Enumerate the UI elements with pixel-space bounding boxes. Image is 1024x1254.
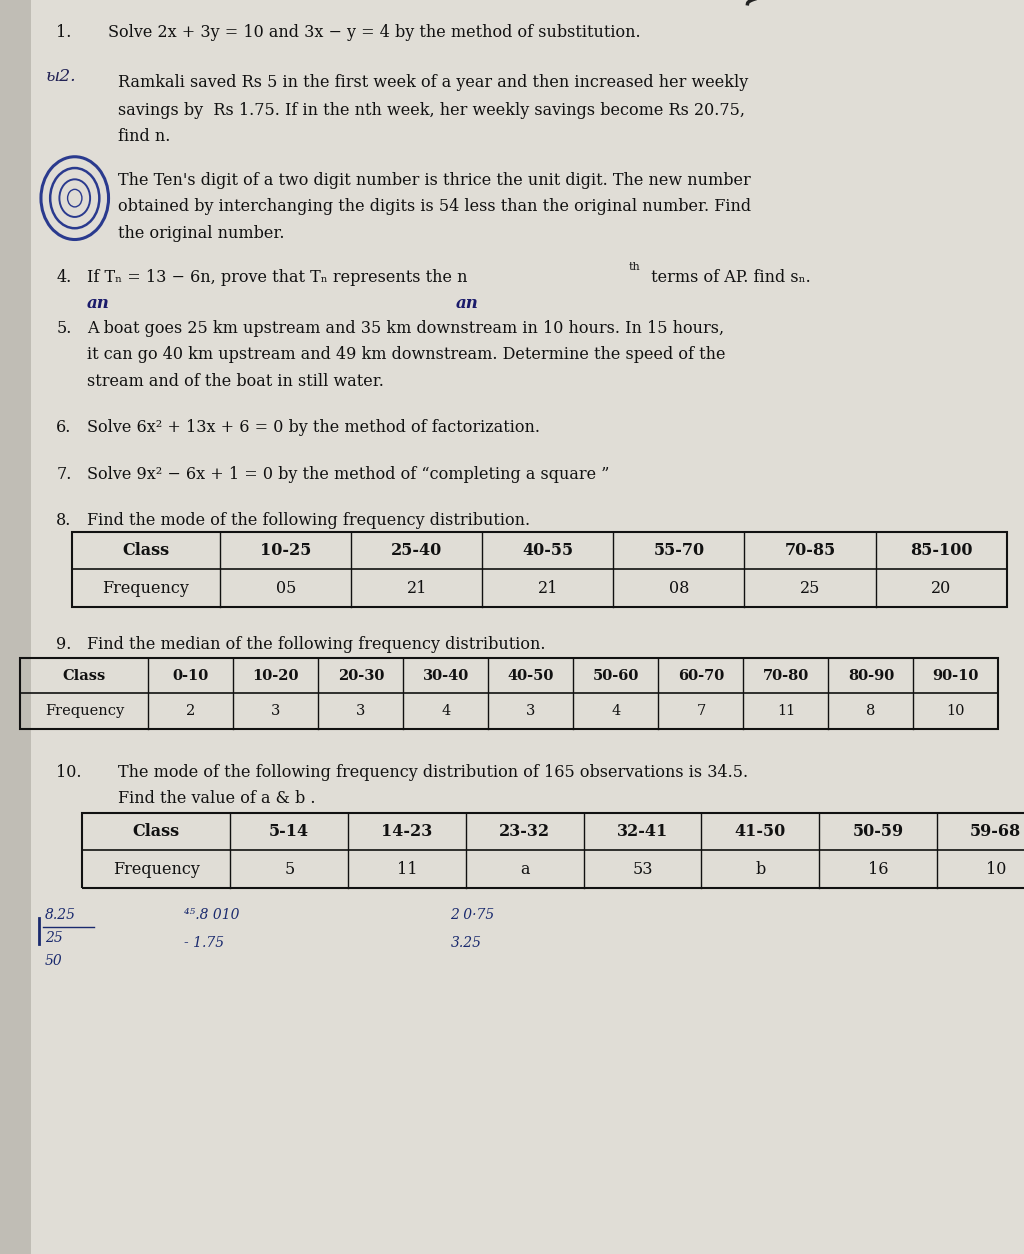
Text: 5.: 5.	[56, 320, 72, 337]
Text: it can go 40 km upstream and 49 km downstream. Determine the speed of the: it can go 40 km upstream and 49 km downs…	[87, 346, 726, 364]
Bar	[20, 658, 998, 729]
Text: Class: Class	[132, 823, 180, 840]
Text: Solve 2x + 3y = 10 and 3x − y = 4 by the method of substitution.: Solve 2x + 3y = 10 and 3x − y = 4 by the…	[108, 24, 640, 41]
Text: 20-30: 20-30	[338, 668, 384, 683]
Text: 90-10: 90-10	[933, 668, 979, 683]
Text: 3.25: 3.25	[451, 935, 481, 951]
Text: Frequency: Frequency	[45, 703, 124, 719]
Text: Class: Class	[62, 668, 106, 683]
Text: The mode of the following frequency distribution of 165 observations is 34.5.: The mode of the following frequency dist…	[118, 764, 748, 781]
Text: 4.: 4.	[56, 268, 72, 286]
Text: an: an	[87, 295, 110, 312]
Text: 32-41: 32-41	[616, 823, 669, 840]
Text: 7.: 7.	[56, 465, 72, 483]
Text: stream and of the boat in still water.: stream and of the boat in still water.	[87, 372, 384, 390]
Text: 08: 08	[669, 579, 689, 597]
Bar	[0, 0, 31, 1254]
Text: savings by  Rs 1.75. If in the nth week, her weekly savings become Rs 20.75,: savings by Rs 1.75. If in the nth week, …	[118, 102, 744, 119]
Text: terms of AP. find sₙ.: terms of AP. find sₙ.	[646, 268, 811, 286]
Text: 59-68: 59-68	[970, 823, 1022, 840]
Text: If Tₙ = 13 − 6n, prove that Tₙ represents the n: If Tₙ = 13 − 6n, prove that Tₙ represent…	[87, 268, 468, 286]
Text: Frequency: Frequency	[113, 860, 200, 878]
Text: 41-50: 41-50	[734, 823, 786, 840]
Text: ы2.: ы2.	[46, 68, 77, 85]
Text: 2: 2	[186, 703, 196, 719]
Text: 50-60: 50-60	[593, 668, 639, 683]
Text: A boat goes 25 km upstream and 35 km downstream in 10 hours. In 15 hours,: A boat goes 25 km upstream and 35 km dow…	[87, 320, 724, 337]
Text: 16: 16	[867, 860, 889, 878]
Text: the original number.: the original number.	[118, 224, 285, 242]
Text: 50-59: 50-59	[853, 823, 903, 840]
Text: Solve 6x² + 13x + 6 = 0 by the method of factorization.: Solve 6x² + 13x + 6 = 0 by the method of…	[87, 419, 540, 436]
Text: 70-80: 70-80	[763, 668, 809, 683]
Text: 10: 10	[986, 860, 1006, 878]
Bar	[82, 813, 1024, 888]
Text: 10-25: 10-25	[260, 542, 311, 559]
Text: 25: 25	[800, 579, 820, 597]
Text: 55-70: 55-70	[653, 542, 705, 559]
Text: 5-14: 5-14	[269, 823, 309, 840]
Text: 53: 53	[632, 860, 653, 878]
Text: 4: 4	[611, 703, 621, 719]
Text: 8.: 8.	[56, 512, 72, 529]
Text: ⁴⁵.8 010: ⁴⁵.8 010	[184, 908, 240, 923]
Bar	[72, 532, 1007, 607]
Text: 40-55: 40-55	[522, 542, 573, 559]
Text: Find the mode of the following frequency distribution.: Find the mode of the following frequency…	[87, 512, 530, 529]
Text: an: an	[456, 295, 478, 312]
Text: 85-100: 85-100	[909, 542, 973, 559]
Text: 05: 05	[275, 579, 296, 597]
Text: 7: 7	[696, 703, 706, 719]
Text: Frequency: Frequency	[102, 579, 189, 597]
Text: Find the value of a & b .: Find the value of a & b .	[118, 790, 315, 808]
Text: a: a	[520, 860, 529, 878]
Text: Find the median of the following frequency distribution.: Find the median of the following frequen…	[87, 636, 546, 653]
Text: 6.: 6.	[56, 419, 72, 436]
Text: b: b	[755, 860, 766, 878]
Text: 8.25: 8.25	[45, 908, 76, 923]
Text: 4: 4	[441, 703, 451, 719]
Text: 10: 10	[946, 703, 966, 719]
Text: Class: Class	[122, 542, 170, 559]
Text: 25: 25	[45, 930, 62, 946]
Text: 9.: 9.	[56, 636, 72, 653]
Text: 25-40: 25-40	[391, 542, 442, 559]
Text: 10.: 10.	[56, 764, 82, 781]
Text: Solve 9x² − 6x + 1 = 0 by the method of “completing a square ”: Solve 9x² − 6x + 1 = 0 by the method of …	[87, 465, 609, 483]
Text: 20: 20	[931, 579, 951, 597]
Text: 80-90: 80-90	[848, 668, 894, 683]
Text: 11: 11	[396, 860, 418, 878]
Text: 3: 3	[356, 703, 366, 719]
Text: 10-20: 10-20	[253, 668, 299, 683]
Text: 21: 21	[538, 579, 558, 597]
Text: 5: 5	[284, 860, 295, 878]
Text: 70-85: 70-85	[784, 542, 836, 559]
Text: 40-50: 40-50	[508, 668, 554, 683]
Text: obtained by interchanging the digits is 54 less than the original number. Find: obtained by interchanging the digits is …	[118, 198, 751, 216]
Text: 14-23: 14-23	[381, 823, 433, 840]
Text: 2 0·75: 2 0·75	[451, 908, 495, 923]
Text: 23-32: 23-32	[500, 823, 550, 840]
Text: th: th	[629, 262, 640, 272]
Text: 0-10: 0-10	[173, 668, 209, 683]
Text: 1.: 1.	[56, 24, 72, 41]
Text: - 1.75: - 1.75	[184, 935, 224, 951]
Text: The Ten's digit of a two digit number is thrice the unit digit. The new number: The Ten's digit of a two digit number is…	[118, 172, 751, 189]
Text: 3: 3	[526, 703, 536, 719]
Text: 50: 50	[45, 953, 62, 968]
Text: 60-70: 60-70	[678, 668, 724, 683]
Text: Ramkali saved Rs 5 in the first week of a year and then increased her weekly: Ramkali saved Rs 5 in the first week of …	[118, 74, 748, 92]
Text: find n.: find n.	[118, 128, 170, 145]
Text: 21: 21	[407, 579, 427, 597]
Text: 3: 3	[271, 703, 281, 719]
Text: 11: 11	[777, 703, 795, 719]
Text: 8: 8	[866, 703, 876, 719]
Text: 30-40: 30-40	[423, 668, 469, 683]
